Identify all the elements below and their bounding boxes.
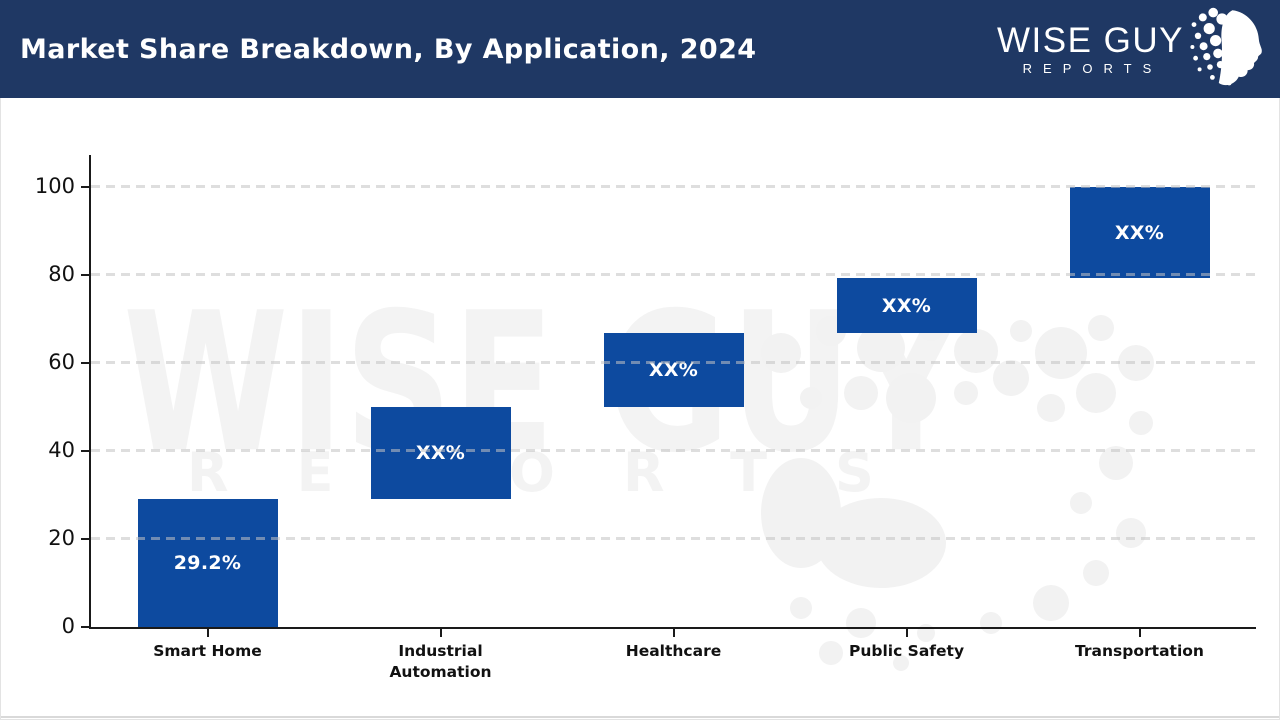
- bar-public-safety: XX%: [836, 278, 977, 334]
- bar-value-label: XX%: [648, 359, 699, 382]
- logo-wordmark: WISE GUY REPORTS: [997, 23, 1184, 76]
- y-tick-mark: [81, 362, 89, 364]
- y-tick-label: 40: [48, 438, 75, 462]
- bar-smart-home: 29.2%: [137, 498, 278, 627]
- x-tick-label-transportation: Transportation: [1075, 642, 1204, 660]
- x-tick-mark: [439, 629, 442, 637]
- logo-wordmark-main: WISE GUY: [996, 20, 1184, 60]
- plot-area: 0 20 40 60 80 100 29.2% XX% XX% XX% XX% Smart Home I…: [35, 155, 1256, 681]
- y-tick-label: 20: [48, 526, 75, 550]
- figure-bottom-border: [1, 716, 1279, 718]
- chart-title: Market Share Breakdown, By Application, …: [20, 33, 757, 65]
- bar-value-label: 29.2%: [173, 551, 242, 574]
- y-tick-label: 60: [48, 350, 75, 374]
- y-tick-label: 100: [34, 174, 75, 198]
- x-tick-label-healthcare: Healthcare: [625, 642, 722, 660]
- y-tick-label: 0: [61, 614, 75, 638]
- header-bar: Market Share Breakdown, By Application, …: [0, 0, 1280, 98]
- y-tick-label: 80: [48, 262, 75, 286]
- chart-canvas: WISE GUY REPORTS 0 20 40 60 80 100 29.2% XX% XX%…: [0, 98, 1280, 720]
- x-tick-mark: [672, 629, 675, 637]
- y-tick-mark: [81, 538, 89, 540]
- bar-industrial-automation: XX%: [370, 407, 511, 499]
- gridline: [91, 537, 1256, 540]
- gridline: [91, 449, 1256, 452]
- gridline: [91, 361, 1256, 364]
- watermark-subtext: REPORTS: [187, 441, 942, 504]
- wise-guy-logo: WISE GUY REPORTS: [997, 7, 1266, 91]
- y-tick-mark: [81, 186, 89, 188]
- gridline: [91, 273, 1256, 276]
- x-tick-mark: [1138, 629, 1141, 637]
- gridline: [91, 185, 1256, 188]
- y-tick-mark: [81, 274, 89, 276]
- logo-wordmark-sub: REPORTS: [1022, 60, 1163, 76]
- x-tick-mark: [905, 629, 908, 637]
- bar-value-label: XX%: [1114, 221, 1165, 244]
- bar-healthcare: XX%: [603, 333, 744, 407]
- logo-head-icon: [1190, 7, 1262, 86]
- bar-value-label: XX%: [881, 294, 932, 317]
- x-tick-mark: [206, 629, 209, 637]
- x-tick-label-public-safety: Public Safety: [848, 642, 965, 660]
- y-tick-mark: [81, 450, 89, 452]
- x-tick-label-smart-home: Smart Home: [153, 642, 262, 660]
- x-tick-label-industrial-automation: Industrial Automation: [389, 642, 492, 681]
- bar-transportation: XX%: [1069, 187, 1210, 279]
- bar-value-label: XX%: [415, 441, 466, 464]
- y-tick-mark: [81, 626, 89, 628]
